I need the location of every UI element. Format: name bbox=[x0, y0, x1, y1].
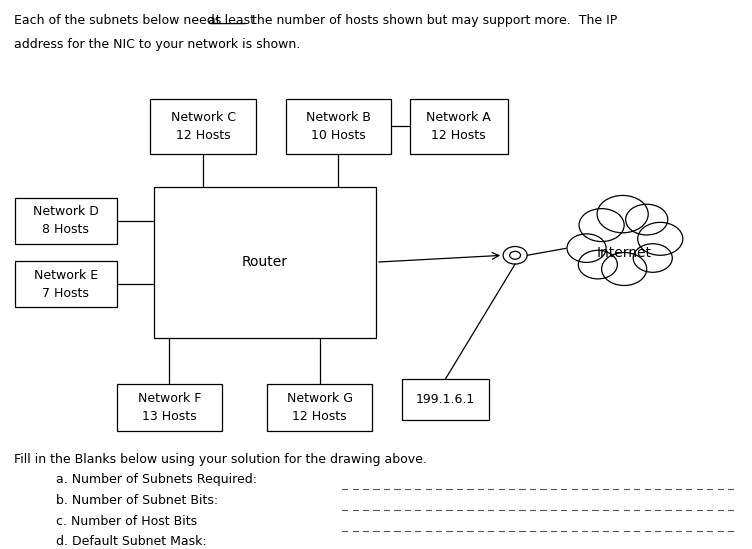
Text: Router: Router bbox=[242, 255, 288, 269]
FancyBboxPatch shape bbox=[15, 198, 117, 244]
Text: Internet: Internet bbox=[596, 245, 652, 260]
Text: Network F
13 Hosts: Network F 13 Hosts bbox=[138, 392, 201, 423]
Circle shape bbox=[626, 204, 668, 235]
Text: Network D
8 Hosts: Network D 8 Hosts bbox=[33, 205, 99, 237]
Text: Network C
12 Hosts: Network C 12 Hosts bbox=[171, 111, 235, 142]
FancyBboxPatch shape bbox=[286, 99, 391, 154]
FancyBboxPatch shape bbox=[410, 99, 508, 154]
Text: address for the NIC to your network is shown.: address for the NIC to your network is s… bbox=[14, 38, 300, 52]
Text: 199.1.6.1: 199.1.6.1 bbox=[416, 393, 475, 406]
Circle shape bbox=[638, 222, 683, 255]
FancyBboxPatch shape bbox=[117, 384, 222, 431]
Text: at least: at least bbox=[208, 14, 254, 27]
Circle shape bbox=[602, 253, 647, 285]
FancyBboxPatch shape bbox=[267, 384, 372, 431]
Text: b. Number of Subnet Bits:: b. Number of Subnet Bits: bbox=[56, 494, 219, 507]
Circle shape bbox=[597, 195, 648, 233]
Circle shape bbox=[633, 244, 672, 272]
Circle shape bbox=[579, 209, 624, 242]
Text: d. Default Subnet Mask:: d. Default Subnet Mask: bbox=[56, 535, 207, 548]
FancyBboxPatch shape bbox=[402, 379, 489, 420]
Text: a. Number of Subnets Required:: a. Number of Subnets Required: bbox=[56, 473, 257, 486]
Circle shape bbox=[578, 250, 617, 279]
FancyBboxPatch shape bbox=[150, 99, 256, 154]
FancyBboxPatch shape bbox=[15, 261, 117, 307]
Text: Network A
12 Hosts: Network A 12 Hosts bbox=[426, 111, 491, 142]
Text: Network E
7 Hosts: Network E 7 Hosts bbox=[34, 268, 98, 300]
FancyBboxPatch shape bbox=[154, 187, 376, 338]
Circle shape bbox=[567, 234, 606, 262]
Text: Network B
10 Hosts: Network B 10 Hosts bbox=[306, 111, 371, 142]
Text: c. Number of Host Bits: c. Number of Host Bits bbox=[56, 514, 198, 528]
Text: the number of hosts shown but may support more.  The IP: the number of hosts shown but may suppor… bbox=[248, 14, 617, 27]
Text: Each of the subnets below needs: Each of the subnets below needs bbox=[14, 14, 225, 27]
Text: Fill in the Blanks below using your solution for the drawing above.: Fill in the Blanks below using your solu… bbox=[14, 453, 426, 466]
Text: Network G
12 Hosts: Network G 12 Hosts bbox=[287, 392, 353, 423]
